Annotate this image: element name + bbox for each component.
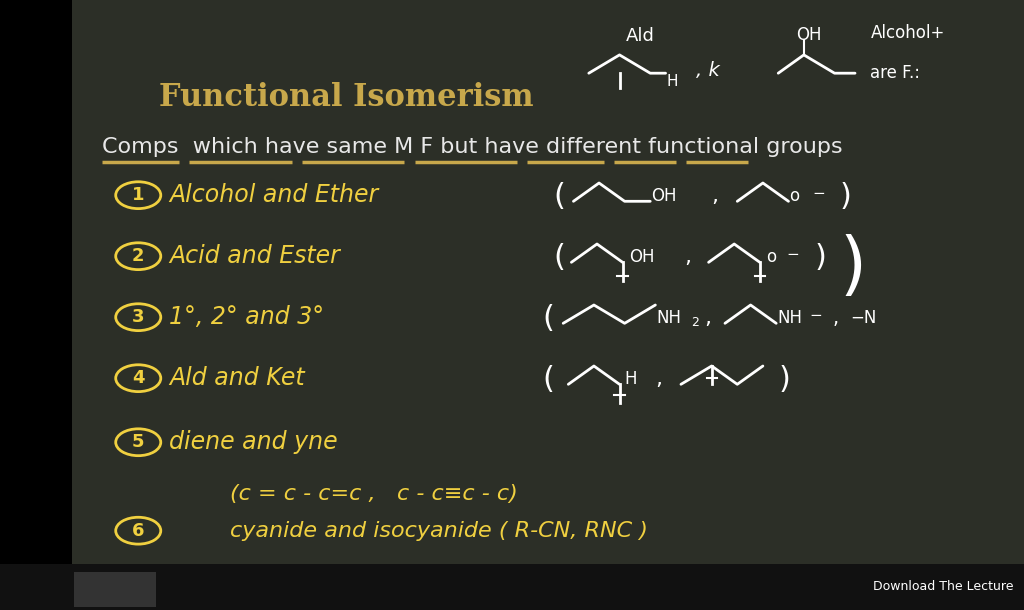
Text: 6: 6 — [132, 522, 144, 540]
Text: o: o — [790, 187, 800, 206]
Text: (: ( — [543, 304, 555, 333]
Text: −: − — [786, 248, 799, 262]
Text: ,: , — [655, 370, 663, 389]
Text: 3: 3 — [132, 308, 144, 326]
Text: 5: 5 — [132, 433, 144, 451]
Text: ,: , — [833, 309, 839, 328]
Text: Alcohol+: Alcohol+ — [870, 24, 945, 43]
Text: are F.:: are F.: — [870, 64, 921, 82]
Text: Ald and Ket: Ald and Ket — [169, 366, 304, 390]
Text: OH: OH — [629, 248, 654, 267]
Text: 2: 2 — [691, 315, 699, 329]
Text: (: ( — [553, 182, 565, 211]
Text: NH: NH — [777, 309, 802, 328]
Text: o: o — [766, 248, 776, 267]
Text: जमMEE: जमMEE — [82, 576, 157, 595]
Text: H: H — [625, 370, 637, 389]
Text: −: − — [809, 309, 821, 323]
Text: 1°, 2° and 3°: 1°, 2° and 3° — [169, 305, 324, 329]
Text: ,: , — [684, 248, 691, 267]
Text: ,: , — [712, 187, 719, 206]
Text: ): ) — [778, 365, 791, 394]
Text: Functional Isomerism: Functional Isomerism — [159, 82, 534, 113]
Bar — [74, 572, 156, 607]
Text: (c = c - c=c ,   c - c≡c - c): (c = c - c=c , c - c≡c - c) — [230, 484, 518, 504]
Text: −: − — [812, 187, 824, 201]
Text: ): ) — [840, 182, 852, 211]
Text: 2: 2 — [132, 247, 144, 265]
Text: diene and yne: diene and yne — [169, 430, 338, 454]
Text: cyanide and isocyanide ( R-CN, RNC ): cyanide and isocyanide ( R-CN, RNC ) — [230, 521, 648, 540]
Text: NH: NH — [656, 309, 681, 328]
Text: 4: 4 — [132, 369, 144, 387]
Text: Alcohol and Ether: Alcohol and Ether — [169, 183, 378, 207]
Text: ): ) — [814, 243, 826, 272]
Text: (: ( — [543, 365, 555, 394]
Text: Acid and Ester: Acid and Ester — [169, 244, 340, 268]
Bar — [0, 0, 72, 610]
Text: 1: 1 — [132, 186, 144, 204]
Text: Ald: Ald — [626, 27, 654, 46]
Text: , k: , k — [696, 61, 720, 80]
Text: (: ( — [553, 243, 565, 272]
Text: H: H — [667, 74, 678, 90]
Text: Comps  which have same M F but have different functional groups: Comps which have same M F but have diffe… — [102, 137, 843, 157]
Text: OH: OH — [797, 26, 821, 44]
Text: Download The Lecture: Download The Lecture — [873, 580, 1014, 594]
Bar — [0, 564, 1024, 610]
Text: ,: , — [705, 309, 712, 328]
Text: −N: −N — [850, 309, 877, 328]
Text: ): ) — [840, 234, 866, 301]
Text: OH: OH — [651, 187, 677, 206]
